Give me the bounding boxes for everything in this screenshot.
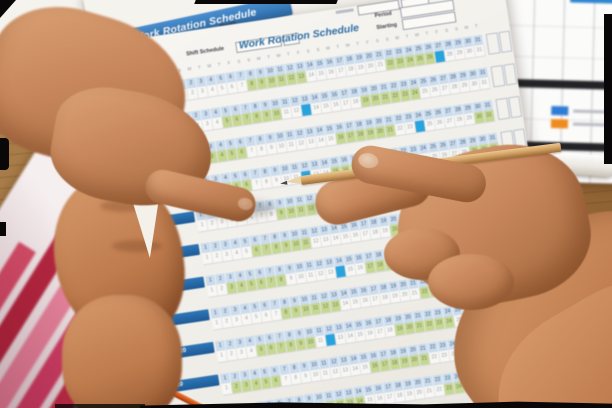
photo-edge-right <box>604 14 612 164</box>
totals-boxes <box>490 63 518 88</box>
totals-boxes <box>485 30 513 55</box>
gantt-legend <box>550 106 612 148</box>
work-day-cell: 31 <box>479 77 491 90</box>
legend-label-blur <box>572 122 607 127</box>
legend-swatch <box>551 106 569 116</box>
photo-edge-bottom <box>55 404 145 408</box>
gantt-bar <box>570 0 612 4</box>
left-wrist <box>62 295 182 408</box>
photo-edge-bottom <box>140 401 612 408</box>
right-ring-finger <box>428 254 514 310</box>
photo-edge-top <box>194 0 338 4</box>
photo-edge-left <box>0 222 6 236</box>
legend-label-blur <box>573 109 608 114</box>
index-fingernail <box>236 196 255 212</box>
work-day-cell: 31 <box>483 109 496 123</box>
photo-edge-left <box>0 138 9 170</box>
legend-swatch <box>550 119 569 129</box>
work-day-cell: 31 <box>474 44 486 57</box>
knuckle-crease <box>112 240 162 252</box>
totals-boxes <box>495 95 523 121</box>
right-index-fingernail <box>357 151 380 170</box>
